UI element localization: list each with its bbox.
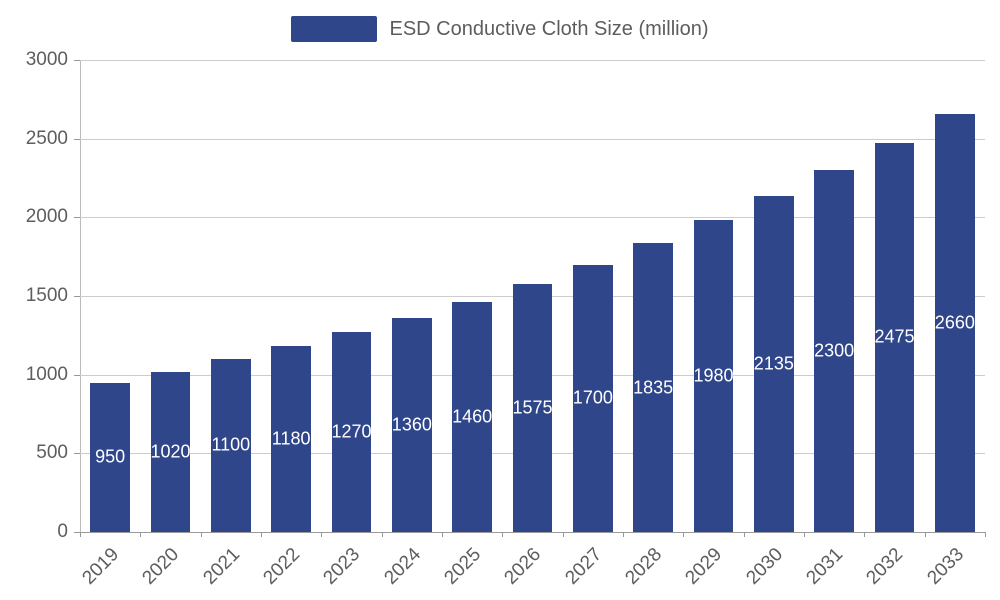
y-tick-label: 500: [36, 442, 68, 464]
bar-2030[interactable]: 2135: [754, 196, 794, 532]
bar-value-label: 1360: [391, 414, 432, 435]
y-tick-label: 1000: [25, 363, 68, 385]
x-tick-label-text: 2027: [560, 544, 606, 589]
y-tick-mark: [74, 296, 80, 297]
bar-2024[interactable]: 1360: [392, 318, 432, 532]
x-tick-label-text: 2033: [922, 544, 968, 589]
y-tick-label: 2000: [25, 206, 68, 228]
bar-2020[interactable]: 1020: [150, 371, 191, 532]
x-tick-label-text: 2026: [500, 544, 546, 589]
bar-value-label: 1180: [271, 428, 311, 449]
bar-value-label: 1835: [633, 377, 674, 398]
x-tick-mark: [381, 532, 383, 537]
bar-2023[interactable]: 1270: [331, 332, 372, 532]
bar-2021[interactable]: 1100: [210, 358, 251, 532]
legend-label: ESD Conductive Cloth Size (million): [389, 17, 709, 40]
x-tick-mark: [261, 532, 262, 537]
bar-value-label: 1575: [512, 397, 553, 418]
x-tick-label-text: 2022: [259, 544, 305, 589]
x-tick-label-text: 2025: [440, 544, 486, 589]
bar-value-label: 1020: [150, 441, 191, 462]
bar-2033[interactable]: 2660: [934, 113, 975, 532]
x-tick-label-text: 2021: [198, 544, 244, 589]
bar-value-label: 1100: [211, 434, 251, 455]
bar-value-label: 2475: [874, 326, 915, 347]
x-tick-mark: [985, 532, 986, 537]
gridline: [80, 138, 985, 140]
y-tick-mark: [74, 217, 80, 219]
x-tick-label-text: 2031: [802, 544, 848, 589]
x-tick-mark: [804, 532, 805, 537]
bar-value-label: 1980: [693, 365, 734, 386]
y-tick-label: 3000: [25, 49, 68, 70]
bar-value-label: 2300: [814, 340, 855, 361]
bar-2019[interactable]: 950: [90, 382, 131, 532]
x-tick-mark: [864, 532, 866, 537]
bar-2025[interactable]: 1460: [452, 302, 492, 532]
bar-2031[interactable]: 2300: [814, 170, 854, 532]
x-tick-mark: [502, 532, 504, 537]
x-tick-mark: [442, 532, 443, 537]
x-tick-label-text: 2028: [621, 544, 667, 589]
x-tick-label-text: 2032: [862, 544, 908, 589]
bar-value-label: 1700: [572, 387, 613, 408]
x-tick-mark: [924, 532, 926, 537]
x-tick-label-text: 2024: [379, 544, 425, 589]
x-tick-label-text: 2019: [78, 544, 124, 589]
y-tick-label: 1500: [25, 285, 68, 306]
x-tick-mark: [80, 532, 81, 537]
bar-value-label: 1270: [331, 421, 372, 442]
y-tick-mark: [74, 138, 80, 140]
gridline: [80, 217, 985, 219]
gridline: [80, 60, 985, 61]
y-tick-mark: [74, 453, 80, 455]
x-tick-mark: [743, 532, 745, 537]
legend[interactable]: ESD Conductive Cloth Size (million): [0, 16, 1000, 42]
bar-2032[interactable]: 2475: [874, 142, 915, 532]
x-tick-mark: [623, 532, 624, 537]
y-tick-mark: [74, 60, 80, 61]
bar-2029[interactable]: 1980: [693, 220, 734, 532]
bar-value-label: 1460: [452, 406, 493, 427]
x-tick-mark: [562, 532, 564, 537]
y-tick-mark: [74, 532, 80, 533]
x-tick-label-text: 2023: [319, 544, 365, 589]
x-tick-mark: [200, 532, 202, 537]
legend-swatch-icon: [291, 16, 378, 42]
x-tick-label-text: 2029: [681, 544, 727, 589]
bar-2022[interactable]: 1180: [271, 346, 312, 532]
bar-value-label: 2135: [753, 353, 794, 374]
bar-2027[interactable]: 1700: [572, 264, 613, 532]
x-tick-label-text: 2020: [138, 544, 184, 589]
plot-area: 950 1020 1100 1180 1270 1360 1460 1575 1700 1835 1…: [80, 60, 985, 532]
bar-2028[interactable]: 1835: [633, 243, 673, 532]
x-axis-line: [80, 532, 985, 533]
bar-value-label: 2660: [934, 312, 975, 333]
bar-2026[interactable]: 1575: [512, 284, 553, 532]
x-tick-mark: [140, 532, 142, 537]
x-tick-mark: [321, 532, 323, 537]
x-tick-label-text: 2030: [741, 544, 787, 589]
y-tick-label: 0: [57, 521, 68, 542]
x-tick-mark: [683, 532, 685, 537]
y-tick-label: 2500: [25, 127, 68, 149]
bar-value-label: 950: [95, 446, 126, 467]
y-tick-mark: [74, 374, 80, 376]
